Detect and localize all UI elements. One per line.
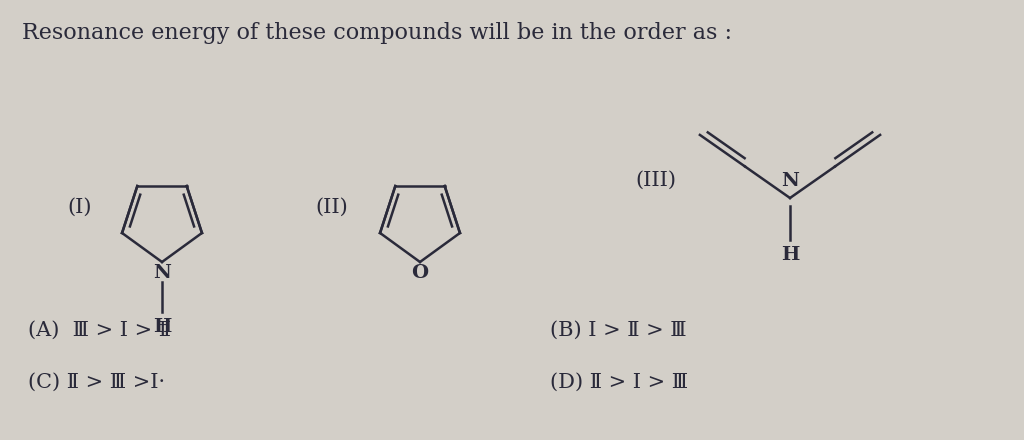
Text: (C) Ⅱ > Ⅲ >I·: (C) Ⅱ > Ⅲ >I· [28,373,165,392]
Text: N: N [781,172,799,190]
Text: (I): (I) [68,198,92,217]
Text: (D) Ⅱ > I > Ⅲ: (D) Ⅱ > I > Ⅲ [550,373,688,392]
Text: (II): (II) [315,198,348,217]
Text: O: O [412,264,429,282]
Text: H: H [153,318,171,336]
Text: N: N [153,264,171,282]
Text: (B) I > Ⅱ > Ⅲ: (B) I > Ⅱ > Ⅲ [550,320,687,340]
Text: H: H [781,246,799,264]
Text: (A)  Ⅲ > I > Ⅱ: (A) Ⅲ > I > Ⅱ [28,320,171,340]
Text: (III): (III) [635,171,676,190]
Text: Resonance energy of these compounds will be in the order as :: Resonance energy of these compounds will… [22,22,732,44]
